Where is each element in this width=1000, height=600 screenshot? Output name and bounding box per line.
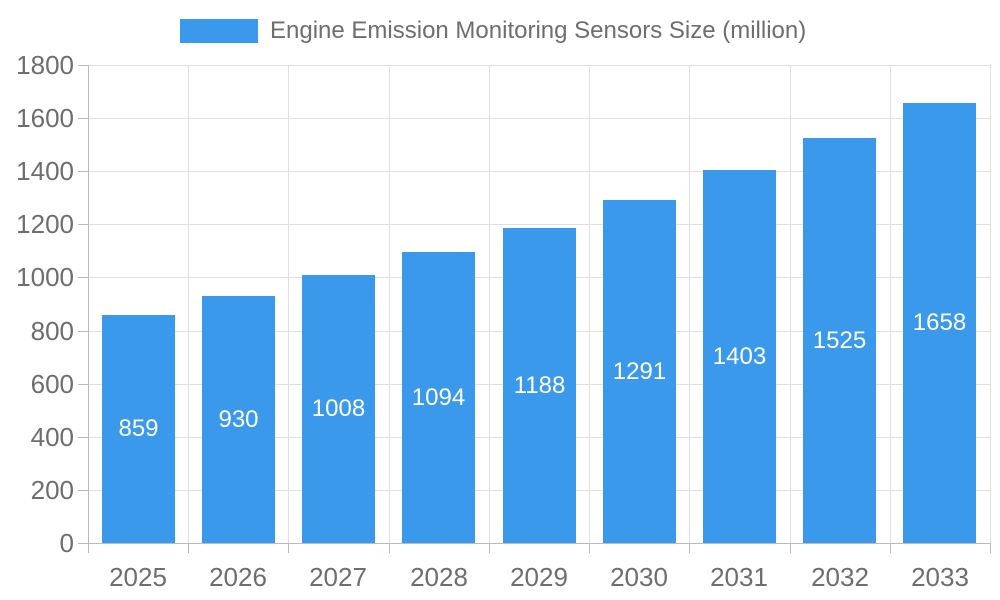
bar-value-label: 1094 [411, 383, 466, 411]
x-tick-label: 2026 [209, 562, 267, 592]
bar-value-label: 1658 [912, 309, 967, 336]
y-tick-label: 600 [30, 369, 74, 399]
x-axis-line [88, 543, 991, 544]
gridline-vertical [188, 65, 189, 543]
y-axis-tick [78, 384, 88, 385]
gridline-vertical [689, 65, 690, 543]
bar-value-label: 1525 [812, 326, 867, 354]
y-axis-tick [78, 543, 88, 544]
x-axis-tick [389, 543, 390, 553]
legend-label: Engine Emission Monitoring Sensors Size … [270, 17, 807, 44]
y-axis-line [88, 65, 89, 543]
bar-value-label: 859 [118, 415, 159, 442]
x-axis-tick [689, 543, 690, 553]
y-tick-label: 800 [30, 316, 74, 346]
x-axis-tick [990, 543, 991, 553]
bar[interactable]: 1188 [503, 228, 576, 543]
y-tick-label: 1600 [16, 103, 74, 133]
y-axis-tick [78, 171, 88, 172]
legend-swatch [180, 19, 258, 43]
bar[interactable]: 859 [102, 315, 175, 543]
bar[interactable]: 930 [202, 296, 275, 543]
x-tick-label: 2032 [811, 562, 869, 592]
y-tick-label: 1000 [16, 262, 74, 292]
gridline-horizontal [88, 118, 990, 119]
gridline-horizontal [88, 224, 990, 225]
bar[interactable]: 1658 [903, 103, 976, 543]
x-tick-label: 2033 [911, 562, 969, 592]
y-axis-tick [78, 118, 88, 119]
bar[interactable]: 1403 [703, 170, 776, 543]
y-axis-tick [78, 490, 88, 491]
y-axis-tick [78, 437, 88, 438]
gridline-horizontal [88, 171, 990, 172]
x-tick-label: 2029 [510, 562, 568, 592]
y-tick-label: 1800 [16, 50, 74, 80]
x-axis-tick [589, 543, 590, 553]
y-axis-tick [78, 65, 88, 66]
y-tick-label: 0 [59, 528, 74, 558]
y-tick-label: 200 [30, 475, 74, 505]
x-tick-label: 2025 [109, 562, 167, 592]
gridline-vertical [288, 65, 289, 543]
x-tick-label: 2028 [410, 562, 468, 592]
bar-value-label: 1008 [311, 395, 366, 422]
y-tick-label: 1200 [16, 209, 74, 239]
bar[interactable]: 1525 [803, 138, 876, 543]
gridline-vertical [790, 65, 791, 543]
x-tick-label: 2027 [309, 562, 367, 592]
y-axis-tick [78, 331, 88, 332]
y-axis-tick [78, 277, 88, 278]
x-axis-tick [890, 543, 891, 553]
gridline-horizontal [88, 65, 990, 66]
gridline-vertical [489, 65, 490, 543]
gridline-vertical [990, 65, 991, 543]
x-tick-label: 2030 [610, 562, 668, 592]
bar[interactable]: 1008 [302, 275, 375, 543]
bar-value-label: 1291 [612, 357, 667, 385]
x-axis-tick [790, 543, 791, 553]
y-tick-label: 400 [30, 422, 74, 452]
gridline-vertical [389, 65, 390, 543]
gridline-vertical [589, 65, 590, 543]
y-axis-tick [78, 224, 88, 225]
y-tick-label: 1400 [16, 156, 74, 186]
x-tick-label: 2031 [710, 562, 768, 592]
bar-value-label: 1403 [712, 342, 767, 370]
x-axis-tick [288, 543, 289, 553]
bar[interactable]: 1291 [603, 200, 676, 543]
bar[interactable]: 1094 [402, 252, 475, 543]
bar-value-label: 1188 [513, 371, 566, 399]
bar-value-label: 930 [218, 405, 259, 433]
x-axis-tick [188, 543, 189, 553]
x-axis-tick [88, 543, 89, 553]
gridline-vertical [890, 65, 891, 543]
legend-item[interactable]: Engine Emission Monitoring Sensors Size … [180, 19, 806, 43]
x-axis-tick [489, 543, 490, 553]
